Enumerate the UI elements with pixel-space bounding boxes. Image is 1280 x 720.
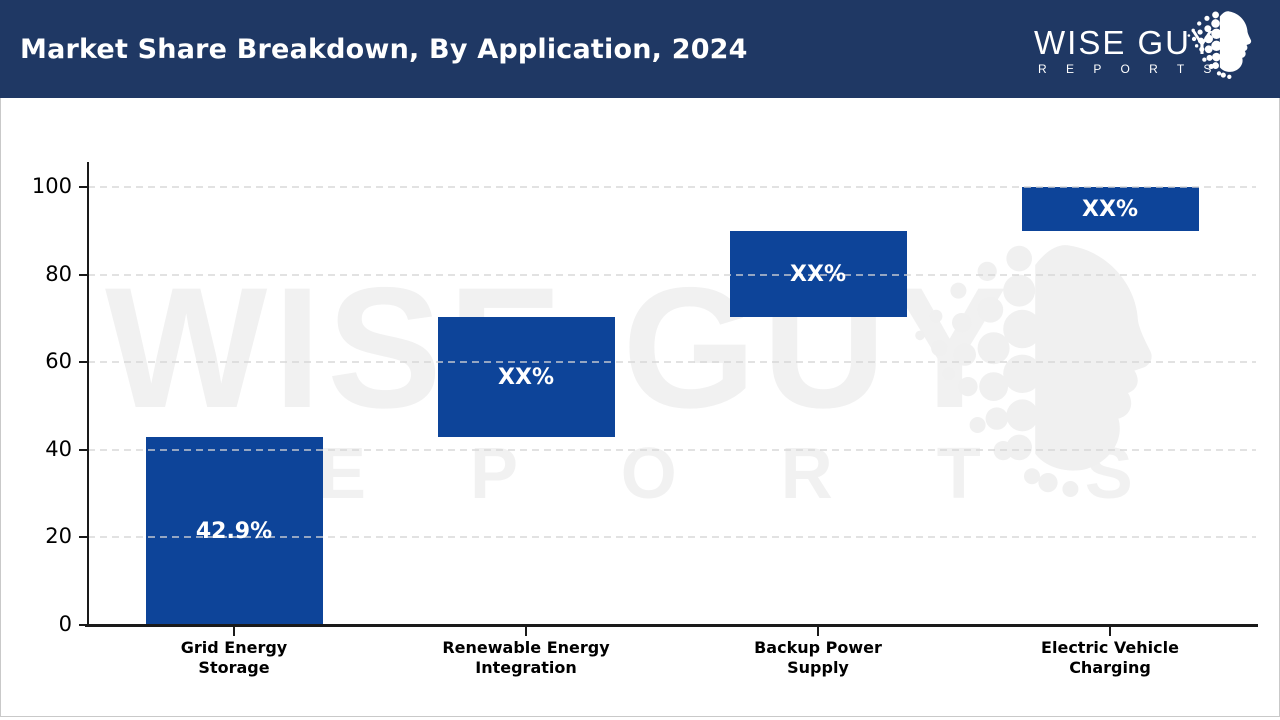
x-category-line: Renewable Energy	[442, 638, 610, 657]
brand-face-icon	[1187, 11, 1252, 79]
y-tick-label-100: 100	[31, 174, 72, 198]
y-tick-40	[79, 448, 88, 451]
bar-label-2: XX%	[498, 364, 554, 390]
y-tick-100	[79, 186, 88, 188]
header-bar: Market Share Breakdown, By Application, …	[0, 0, 1280, 98]
y-axis-line	[87, 162, 89, 627]
y-tick-label-60: 60	[45, 349, 72, 374]
x-tick-2	[525, 627, 527, 636]
x-category-line: Grid Energy	[180, 638, 288, 657]
bar-label-4: XX%	[1082, 196, 1138, 222]
x-category-label-3: Backup Power Supply	[668, 638, 968, 678]
x-category-line: Supply	[787, 658, 849, 677]
x-category-line: Charging	[1069, 658, 1151, 677]
y-tick-60	[79, 361, 88, 364]
x-category-line: Integration	[475, 658, 577, 677]
y-tick-20	[79, 536, 88, 539]
x-category-label-4: Electric Vehicle Charging	[960, 638, 1260, 678]
frame-bottom-border	[0, 716, 1280, 717]
brand-wordmark: WISE GUY	[1034, 24, 1216, 61]
x-category-line: Backup Power	[754, 638, 882, 657]
x-axis-line	[85, 624, 1258, 627]
x-category-line: Storage	[198, 658, 270, 677]
bar-2	[437, 317, 615, 438]
y-tick-80	[79, 273, 88, 276]
x-category-label-1: Grid Energy Storage	[84, 638, 384, 678]
brand-logo: WISE GUY R E P O R T S	[1012, 6, 1262, 94]
bar-1	[145, 437, 323, 625]
gridline-60	[88, 361, 1256, 364]
y-tick-label-40: 40	[45, 436, 72, 461]
bar-4	[1021, 187, 1199, 232]
bar-label-1: 42.9%	[195, 518, 273, 544]
watermark-face-icon	[915, 245, 1152, 497]
bar-label-3: XX%	[790, 261, 846, 287]
x-tick-4	[1109, 627, 1111, 636]
y-tick-0	[79, 624, 88, 626]
gridline-80	[88, 273, 1256, 276]
page-title: Market Share Breakdown, By Application, …	[20, 33, 748, 65]
brand-wordmark-sub: R E P O R T S	[1038, 62, 1220, 76]
y-tick-label-20: 20	[45, 524, 72, 549]
frame-left-border	[0, 98, 1, 717]
gridline-20	[88, 536, 1256, 539]
y-tick-label-0: 0	[58, 612, 72, 636]
x-category-label-2: Renewable Energy Integration	[376, 638, 676, 678]
gridline-100	[88, 186, 1256, 188]
y-tick-label-80: 80	[45, 261, 72, 286]
gridline-40	[88, 448, 1256, 451]
x-category-line: Electric Vehicle	[1041, 638, 1179, 657]
x-tick-1	[233, 627, 235, 636]
x-tick-3	[817, 627, 819, 636]
